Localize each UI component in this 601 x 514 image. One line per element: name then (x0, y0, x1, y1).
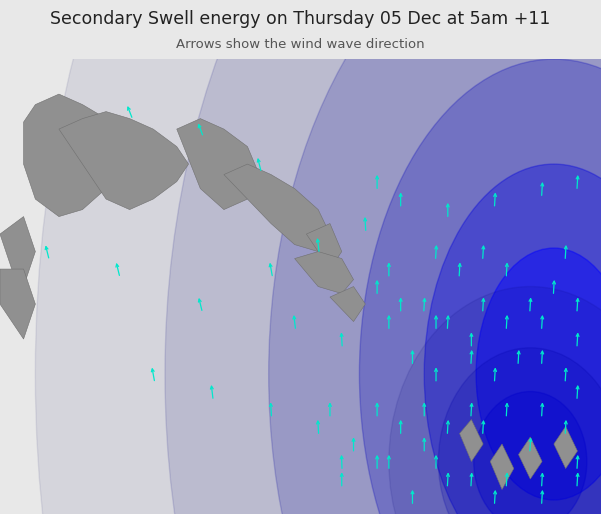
Polygon shape (224, 164, 330, 251)
Polygon shape (330, 286, 365, 322)
Polygon shape (490, 444, 514, 489)
Polygon shape (554, 427, 578, 469)
Polygon shape (0, 216, 35, 286)
Text: Secondary Swell energy on Thursday 05 Dec at 5am +11: Secondary Swell energy on Thursday 05 De… (50, 10, 551, 28)
Ellipse shape (35, 0, 601, 514)
Ellipse shape (389, 287, 601, 514)
Polygon shape (177, 119, 259, 210)
Polygon shape (460, 419, 483, 462)
Ellipse shape (424, 164, 601, 514)
Ellipse shape (359, 59, 601, 514)
Polygon shape (59, 112, 189, 210)
Ellipse shape (438, 348, 601, 514)
Ellipse shape (269, 0, 601, 514)
Ellipse shape (474, 392, 587, 514)
Polygon shape (0, 269, 35, 339)
Polygon shape (294, 251, 353, 293)
Polygon shape (307, 224, 342, 269)
Polygon shape (23, 94, 141, 216)
Text: Arrows show the wind wave direction: Arrows show the wind wave direction (176, 38, 425, 51)
Ellipse shape (165, 0, 601, 514)
Ellipse shape (476, 248, 601, 500)
Polygon shape (519, 437, 542, 479)
